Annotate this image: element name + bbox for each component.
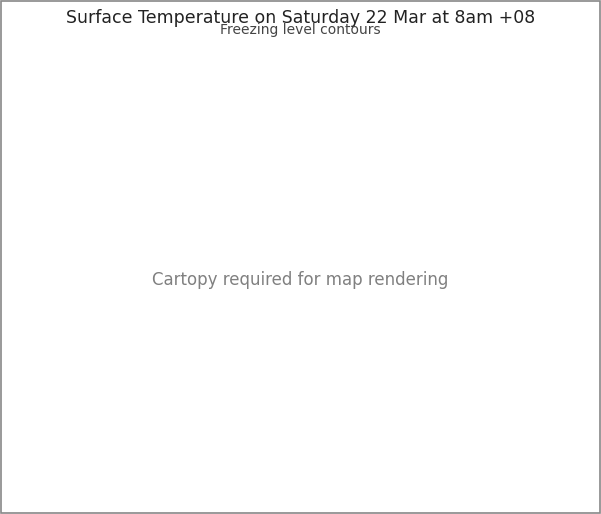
Text: Freezing level contours: Freezing level contours — [220, 23, 381, 37]
Text: Surface Temperature on Saturday 22 Mar at 8am +08: Surface Temperature on Saturday 22 Mar a… — [66, 9, 535, 27]
Text: Cartopy required for map rendering: Cartopy required for map rendering — [152, 270, 449, 289]
